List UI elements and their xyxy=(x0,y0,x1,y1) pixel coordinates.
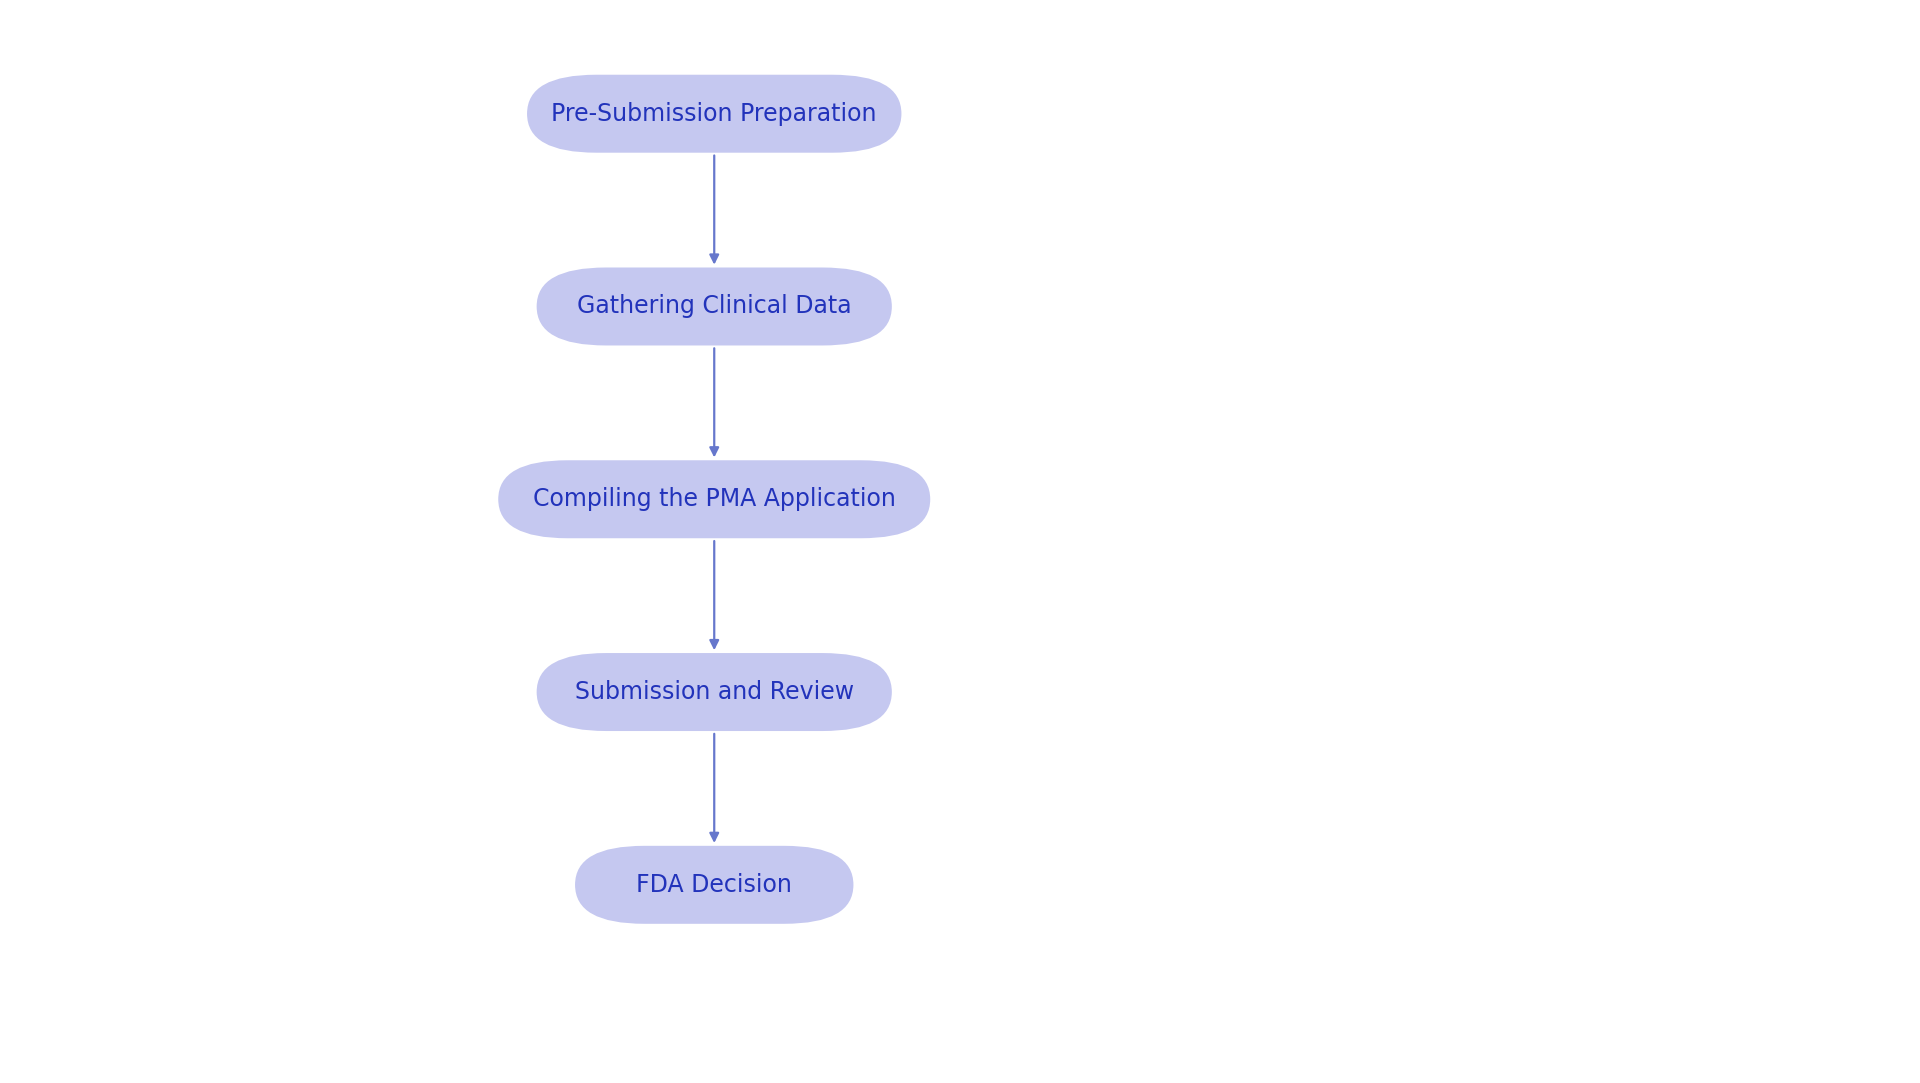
FancyBboxPatch shape xyxy=(536,653,891,731)
FancyBboxPatch shape xyxy=(526,75,902,153)
FancyBboxPatch shape xyxy=(499,460,931,538)
Text: Pre-Submission Preparation: Pre-Submission Preparation xyxy=(551,102,877,126)
Text: Compiling the PMA Application: Compiling the PMA Application xyxy=(534,487,895,511)
Text: FDA Decision: FDA Decision xyxy=(636,873,793,897)
FancyBboxPatch shape xyxy=(536,268,891,345)
Text: Gathering Clinical Data: Gathering Clinical Data xyxy=(576,295,852,318)
Text: Submission and Review: Submission and Review xyxy=(574,680,854,704)
FancyBboxPatch shape xyxy=(576,846,852,924)
